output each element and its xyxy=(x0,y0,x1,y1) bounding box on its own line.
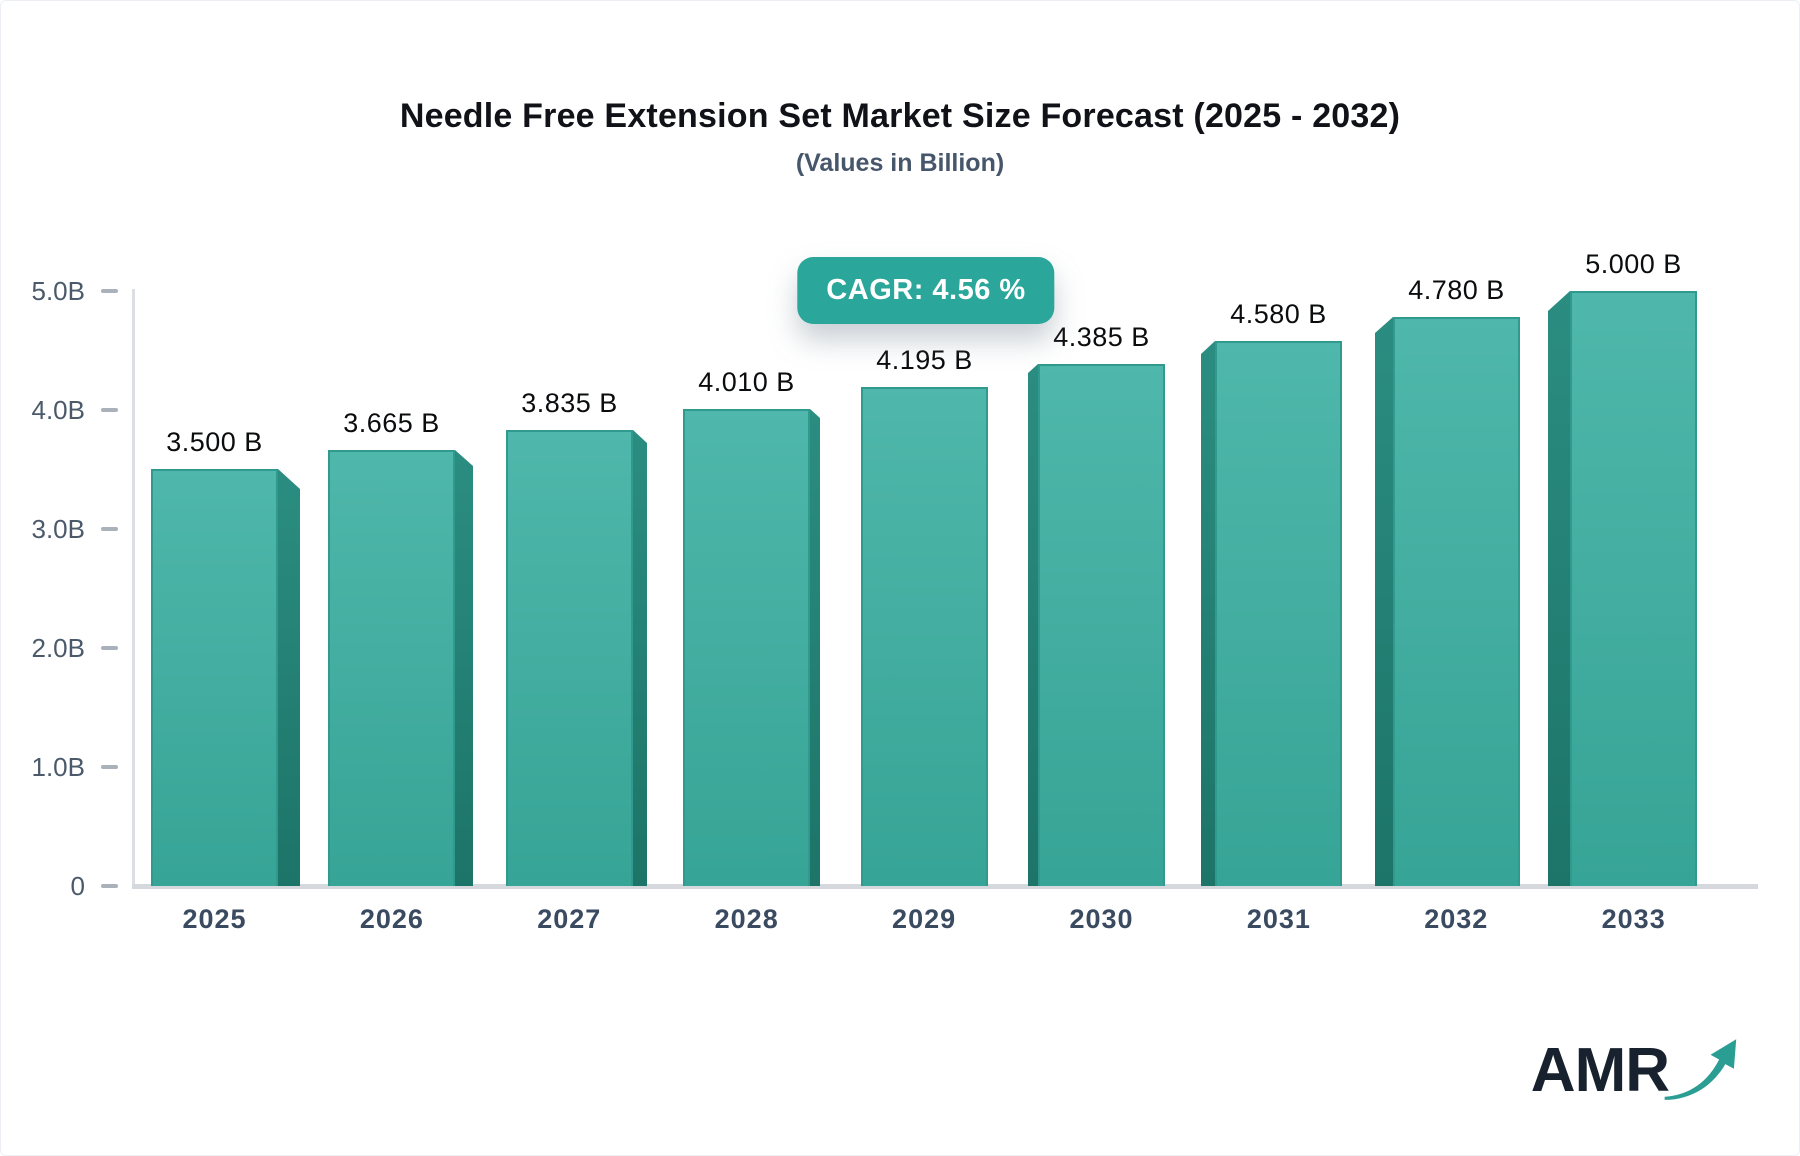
bar-face xyxy=(683,409,810,886)
bar-3d-side xyxy=(810,409,820,886)
y-tick-label: 5.0B xyxy=(31,276,86,306)
x-tick-label: 2026 xyxy=(359,904,424,934)
y-axis-line xyxy=(132,289,135,886)
growth-arrow-icon xyxy=(1664,1039,1737,1100)
bar-face xyxy=(151,469,278,886)
amr-logo-text: AMR xyxy=(1530,1036,1670,1105)
bar-value-label: 3.835 B xyxy=(521,388,618,418)
bar-3d-side xyxy=(1028,364,1038,886)
x-tick-label: 2028 xyxy=(714,904,779,934)
x-tick-label: 2032 xyxy=(1424,904,1489,934)
chart-subtitle: (Values in Billion) xyxy=(795,149,1005,177)
bar-3d-side xyxy=(1375,317,1393,886)
y-tick-mark xyxy=(101,527,118,531)
x-tick-label: 2031 xyxy=(1246,904,1311,934)
bar-face xyxy=(1038,364,1165,886)
bar-value-label: 4.010 B xyxy=(698,367,795,397)
bar-3d-side xyxy=(1548,291,1570,886)
x-tick-label: 2025 xyxy=(182,904,247,934)
x-tick-label: 2030 xyxy=(1069,904,1134,934)
bar-face xyxy=(328,450,455,886)
bar-value-label: 5.000 B xyxy=(1585,249,1682,279)
bar-face xyxy=(861,387,988,886)
y-tick-mark xyxy=(101,289,118,293)
bar-face xyxy=(1393,317,1520,886)
bar-3d-side xyxy=(278,469,300,886)
bar-3d-side xyxy=(1201,341,1215,886)
y-tick-label: 4.0B xyxy=(31,395,86,425)
bar-face xyxy=(1570,291,1697,886)
x-tick-label: 2033 xyxy=(1601,904,1666,934)
y-tick-mark xyxy=(101,408,118,412)
bar-value-label: 3.665 B xyxy=(343,408,440,438)
bar-value-label: 4.385 B xyxy=(1053,322,1150,352)
bar-3d-side xyxy=(633,430,647,886)
y-tick-label: 0 xyxy=(70,871,85,901)
bar-face xyxy=(1215,341,1342,886)
y-tick-mark xyxy=(101,765,118,769)
y-tick-mark xyxy=(101,884,118,888)
bar-3d-side xyxy=(455,450,473,886)
bar-value-label: 4.780 B xyxy=(1408,275,1505,305)
x-tick-label: 2029 xyxy=(892,904,957,934)
y-tick-label: 1.0B xyxy=(31,752,86,782)
y-tick-label: 2.0B xyxy=(31,633,86,663)
y-tick-mark xyxy=(101,646,118,650)
bar-value-label: 3.500 B xyxy=(166,427,263,457)
x-tick-label: 2027 xyxy=(537,904,602,934)
cagr-badge: CAGR: 4.56 % xyxy=(797,257,1055,324)
bar-face xyxy=(506,430,633,886)
amr-logo: AMR xyxy=(1531,1039,1741,1103)
bar-value-label: 4.195 B xyxy=(876,345,973,375)
x-axis-baseline xyxy=(132,884,1758,889)
bar-value-label: 4.580 B xyxy=(1230,299,1327,329)
y-tick-label: 3.0B xyxy=(31,514,86,544)
chart-title: Needle Free Extension Set Market Size Fo… xyxy=(399,97,1401,135)
